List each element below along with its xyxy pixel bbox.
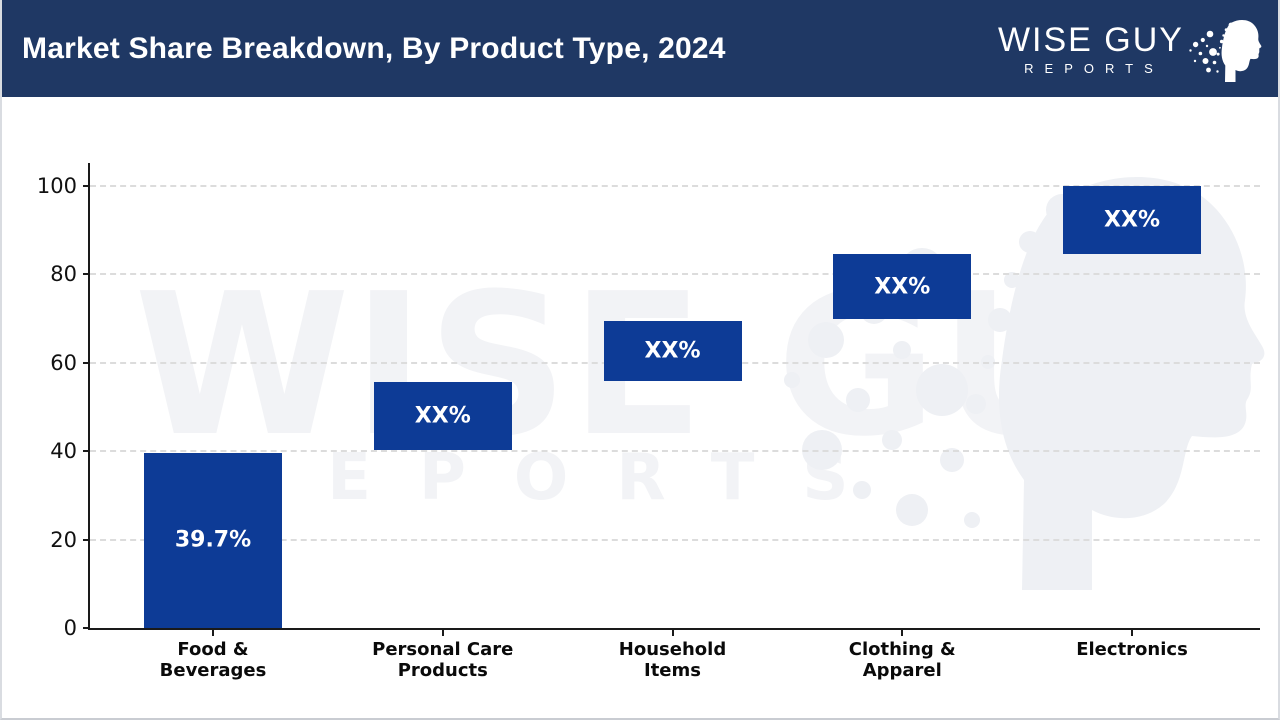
brand-wordmark: WISE GUY REPORTS bbox=[998, 23, 1184, 75]
bar-value-label: 39.7% bbox=[174, 527, 252, 553]
header-bar: Market Share Breakdown, By Product Type,… bbox=[2, 0, 1278, 97]
x-axis-tick bbox=[671, 628, 674, 636]
brand-logo: WISE GUY REPORTS bbox=[998, 11, 1264, 87]
y-axis-tick bbox=[83, 450, 90, 453]
brand-subtitle: REPORTS bbox=[1024, 60, 1164, 76]
x-axis-category-label: Electronics bbox=[1076, 639, 1188, 660]
y-axis-tick bbox=[83, 185, 90, 187]
bar-value-label: XX% bbox=[644, 338, 701, 364]
x-axis-line bbox=[88, 628, 1260, 630]
x-axis-category-label: Household Items bbox=[618, 639, 727, 681]
y-axis-tick-label: 80 bbox=[50, 262, 77, 287]
waterfall-chart: 0 20 40 60 80 100 39.7% Food & Beverages XX% Pers… bbox=[2, 97, 1278, 718]
x-axis-tick bbox=[441, 628, 444, 636]
brand-head-icon bbox=[1189, 19, 1262, 82]
y-axis-tick-label: 20 bbox=[50, 527, 77, 552]
waterfall-bar: XX% bbox=[833, 254, 972, 320]
waterfall-bar: XX% bbox=[1063, 186, 1201, 255]
watermark-reports-text: REPORTS bbox=[230, 441, 897, 515]
gridline bbox=[90, 538, 1260, 541]
x-axis-category-label: Food & Beverages bbox=[159, 639, 267, 681]
x-axis-tick bbox=[1131, 628, 1133, 636]
waterfall-bar: XX% bbox=[373, 381, 512, 451]
gridline bbox=[90, 450, 1260, 453]
bar-value-label: XX% bbox=[1104, 207, 1160, 233]
y-axis-tick bbox=[83, 273, 90, 276]
x-axis-category-label: Personal Care Products bbox=[372, 639, 514, 681]
watermark-head-icon bbox=[784, 176, 1265, 590]
y-axis-tick-label: 40 bbox=[50, 439, 77, 464]
gridline bbox=[90, 273, 1260, 276]
y-axis-tick-label: 100 bbox=[36, 174, 77, 198]
gridline bbox=[90, 185, 1260, 187]
bar-value-label: XX% bbox=[874, 274, 931, 300]
y-axis-tick-label: 0 bbox=[63, 616, 77, 640]
y-axis-tick-label: 60 bbox=[50, 350, 77, 375]
x-axis-tick bbox=[901, 628, 904, 636]
page-title: Market Share Breakdown, By Product Type,… bbox=[22, 31, 726, 65]
waterfall-bar: 39.7% bbox=[144, 452, 282, 628]
waterfall-bar: XX% bbox=[603, 321, 742, 381]
y-axis-tick bbox=[83, 538, 90, 541]
brand-name: WISE GUY bbox=[997, 20, 1184, 59]
x-axis-tick bbox=[212, 628, 214, 636]
y-axis-tick bbox=[83, 361, 90, 364]
y-axis-tick bbox=[83, 627, 90, 629]
x-axis-category-label: Clothing & Apparel bbox=[848, 639, 956, 681]
y-axis-line bbox=[88, 163, 90, 628]
bar-value-label: XX% bbox=[414, 403, 471, 429]
